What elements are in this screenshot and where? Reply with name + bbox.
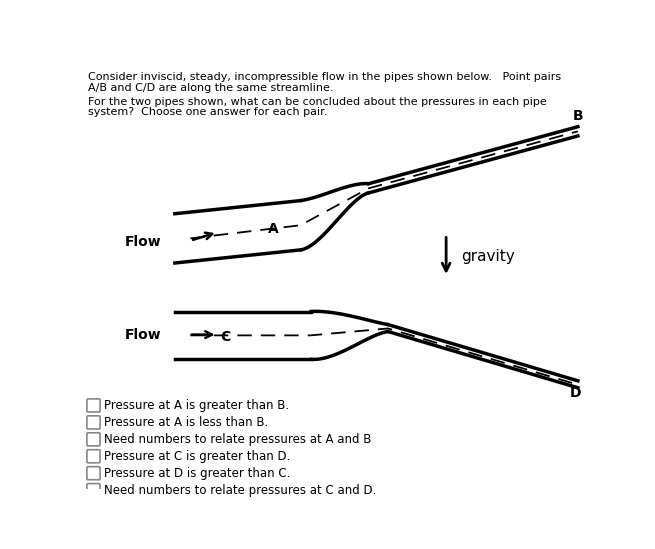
FancyBboxPatch shape (87, 399, 100, 412)
FancyBboxPatch shape (87, 416, 100, 429)
FancyBboxPatch shape (87, 450, 100, 463)
Text: B: B (573, 109, 584, 123)
FancyBboxPatch shape (87, 484, 100, 497)
Text: system?  Choose one answer for each pair.: system? Choose one answer for each pair. (88, 107, 328, 117)
Text: Pressure at C is greater than D.: Pressure at C is greater than D. (103, 450, 290, 463)
Text: Consider inviscid, steady, incompressible flow in the pipes shown below.   Point: Consider inviscid, steady, incompressibl… (88, 72, 561, 82)
Text: A: A (268, 222, 278, 236)
Text: D: D (570, 386, 582, 400)
Text: For the two pipes shown, what can be concluded about the pressures in each pipe: For the two pipes shown, what can be con… (88, 97, 547, 107)
Text: gravity: gravity (462, 249, 515, 264)
Text: Pressure at A is less than B.: Pressure at A is less than B. (103, 416, 268, 429)
Text: C: C (220, 330, 230, 344)
Text: Flow: Flow (124, 328, 161, 341)
Text: A/B and C/D are along the same streamline.: A/B and C/D are along the same streamlin… (88, 83, 333, 93)
Text: Flow: Flow (124, 235, 161, 249)
Text: Need numbers to relate pressures at A and B: Need numbers to relate pressures at A an… (103, 433, 371, 446)
Text: Pressure at A is greater than B.: Pressure at A is greater than B. (103, 399, 289, 412)
Text: Need numbers to relate pressures at C and D.: Need numbers to relate pressures at C an… (103, 484, 376, 497)
FancyBboxPatch shape (87, 467, 100, 480)
Text: Pressure at D is greater than C.: Pressure at D is greater than C. (103, 467, 290, 480)
FancyBboxPatch shape (87, 433, 100, 446)
